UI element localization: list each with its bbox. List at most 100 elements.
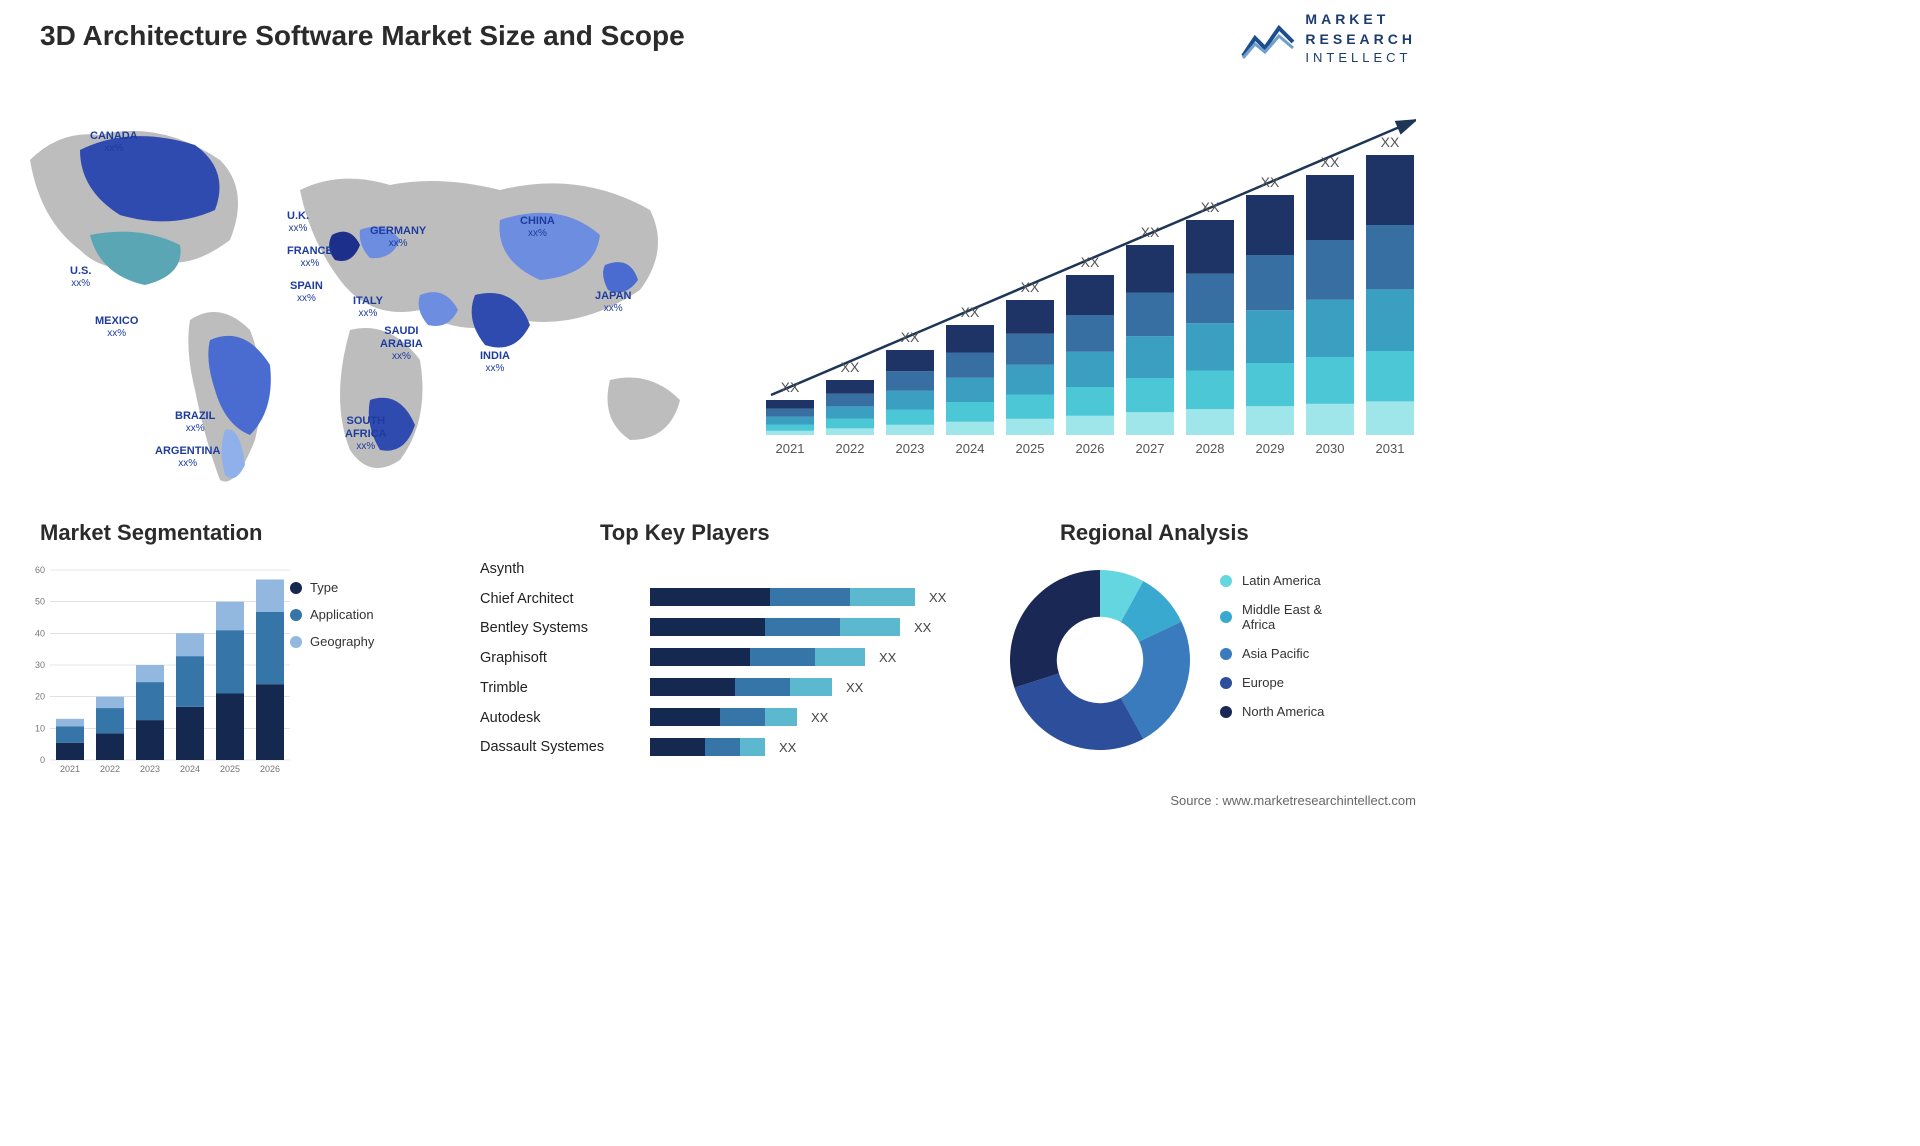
seg-bar-segment	[216, 694, 244, 761]
growth-bar-segment	[1186, 409, 1234, 435]
map-label: SPAINxx%	[290, 280, 323, 305]
seg-legend-item: Geography	[290, 634, 374, 649]
legend-label: Type	[310, 580, 338, 595]
growth-bar-segment	[766, 400, 814, 409]
seg-year-label: 2022	[100, 764, 120, 774]
legend-dot	[290, 636, 302, 648]
map-label: CHINAxx%	[520, 215, 555, 240]
seg-bar-segment	[176, 707, 204, 760]
legend-label: Asia Pacific	[1242, 646, 1309, 661]
seg-year-label: 2024	[180, 764, 200, 774]
player-bar-segment	[705, 738, 740, 756]
growth-bar-segment	[1186, 220, 1234, 274]
player-bar-segment	[650, 648, 750, 666]
player-value-label: XX	[929, 590, 946, 605]
map-label: ARGENTINAxx%	[155, 445, 220, 470]
source-citation: Source : www.marketresearchintellect.com	[1170, 793, 1416, 808]
player-value-label: XX	[914, 620, 931, 635]
legend-label: Middle East &Africa	[1242, 602, 1322, 632]
growth-bar-segment	[1066, 387, 1114, 416]
growth-bar-segment	[1246, 195, 1294, 255]
player-bar-segment	[650, 588, 770, 606]
player-value-label: XX	[811, 710, 828, 725]
growth-year-label: 2025	[1016, 441, 1045, 456]
seg-bar-segment	[216, 630, 244, 693]
map-label: JAPANxx%	[595, 290, 631, 315]
growth-bar-segment	[1006, 365, 1054, 395]
growth-bar-segment	[1066, 275, 1114, 315]
player-bar-segment	[850, 588, 915, 606]
growth-bar-segment	[946, 422, 994, 435]
seg-bar-segment	[256, 684, 284, 760]
legend-dot	[1220, 706, 1232, 718]
growth-bar-segment	[1306, 300, 1354, 357]
growth-bar-segment	[1006, 334, 1054, 365]
player-bar-segment	[770, 588, 850, 606]
seg-ytick: 40	[35, 628, 45, 638]
player-bar-segment	[750, 648, 815, 666]
growth-bar-segment	[1126, 245, 1174, 293]
player-bar	[650, 678, 832, 696]
growth-bar-segment	[946, 402, 994, 422]
growth-bar-segment	[1006, 395, 1054, 419]
growth-bar-segment	[1006, 300, 1054, 334]
growth-bar-segment	[1186, 371, 1234, 410]
seg-legend-item: Application	[290, 607, 374, 622]
growth-bar-segment	[1366, 225, 1414, 289]
player-bar	[650, 708, 797, 726]
seg-bar-segment	[256, 612, 284, 684]
player-bar-row: XX	[650, 702, 980, 732]
growth-svg: XX2021XX2022XX2023XX2024XX2025XX2026XX20…	[756, 95, 1416, 475]
growth-bar-segment	[766, 431, 814, 435]
segmentation-title: Market Segmentation	[40, 520, 263, 546]
seg-ytick: 30	[35, 660, 45, 670]
growth-bar-segment	[766, 417, 814, 425]
map-label: SAUDIARABIAxx%	[380, 325, 423, 363]
player-bar-segment	[650, 738, 705, 756]
donut-svg	[1000, 560, 1200, 760]
player-name: Autodesk	[480, 704, 604, 734]
seg-year-label: 2025	[220, 764, 240, 774]
seg-bar-segment	[56, 726, 84, 742]
growth-bar-label: XX	[1141, 224, 1160, 240]
player-bar	[650, 648, 865, 666]
growth-bar-chart: XX2021XX2022XX2023XX2024XX2025XX2026XX20…	[756, 95, 1416, 475]
seg-bar-segment	[216, 602, 244, 631]
legend-label: Latin America	[1242, 573, 1321, 588]
seg-bar-segment	[96, 733, 124, 760]
player-bar-segment	[765, 618, 840, 636]
map-label: U.K.xx%	[287, 210, 309, 235]
seg-bar-segment	[256, 580, 284, 612]
player-bar-row: XX	[650, 672, 980, 702]
seg-bar-segment	[176, 656, 204, 707]
growth-bar-segment	[886, 425, 934, 435]
player-name: Dassault Systemes	[480, 733, 604, 763]
growth-bar-segment	[1366, 351, 1414, 401]
growth-bar-label: XX	[901, 329, 920, 345]
region-legend-item: Latin America	[1220, 573, 1324, 588]
player-name: Bentley Systems	[480, 614, 604, 644]
legend-dot	[1220, 648, 1232, 660]
player-bar-segment	[815, 648, 865, 666]
seg-year-label: 2023	[140, 764, 160, 774]
growth-year-label: 2031	[1376, 441, 1405, 456]
player-bar	[650, 618, 900, 636]
seg-ytick: 20	[35, 692, 45, 702]
player-bar-row: XX	[650, 582, 980, 612]
growth-year-label: 2029	[1256, 441, 1285, 456]
seg-legend-item: Type	[290, 580, 374, 595]
segmentation-chart: 0102030405060202120222023202420252026	[20, 560, 300, 780]
player-bar-segment	[765, 708, 797, 726]
growth-bar-segment	[886, 350, 934, 371]
player-value-label: XX	[879, 650, 896, 665]
player-name: Chief Architect	[480, 585, 604, 615]
segmentation-legend: Type Application Geography	[290, 580, 374, 661]
map-label: FRANCExx%	[287, 245, 333, 270]
brand-logo: MARKET RESEARCH INTELLECT	[1241, 10, 1416, 67]
page-title: 3D Architecture Software Market Size and…	[40, 20, 685, 52]
growth-bar-segment	[826, 428, 874, 435]
player-bar-segment	[740, 738, 765, 756]
player-bar-segment	[720, 708, 765, 726]
map-label: ITALYxx%	[353, 295, 383, 320]
growth-bar-segment	[1246, 310, 1294, 363]
